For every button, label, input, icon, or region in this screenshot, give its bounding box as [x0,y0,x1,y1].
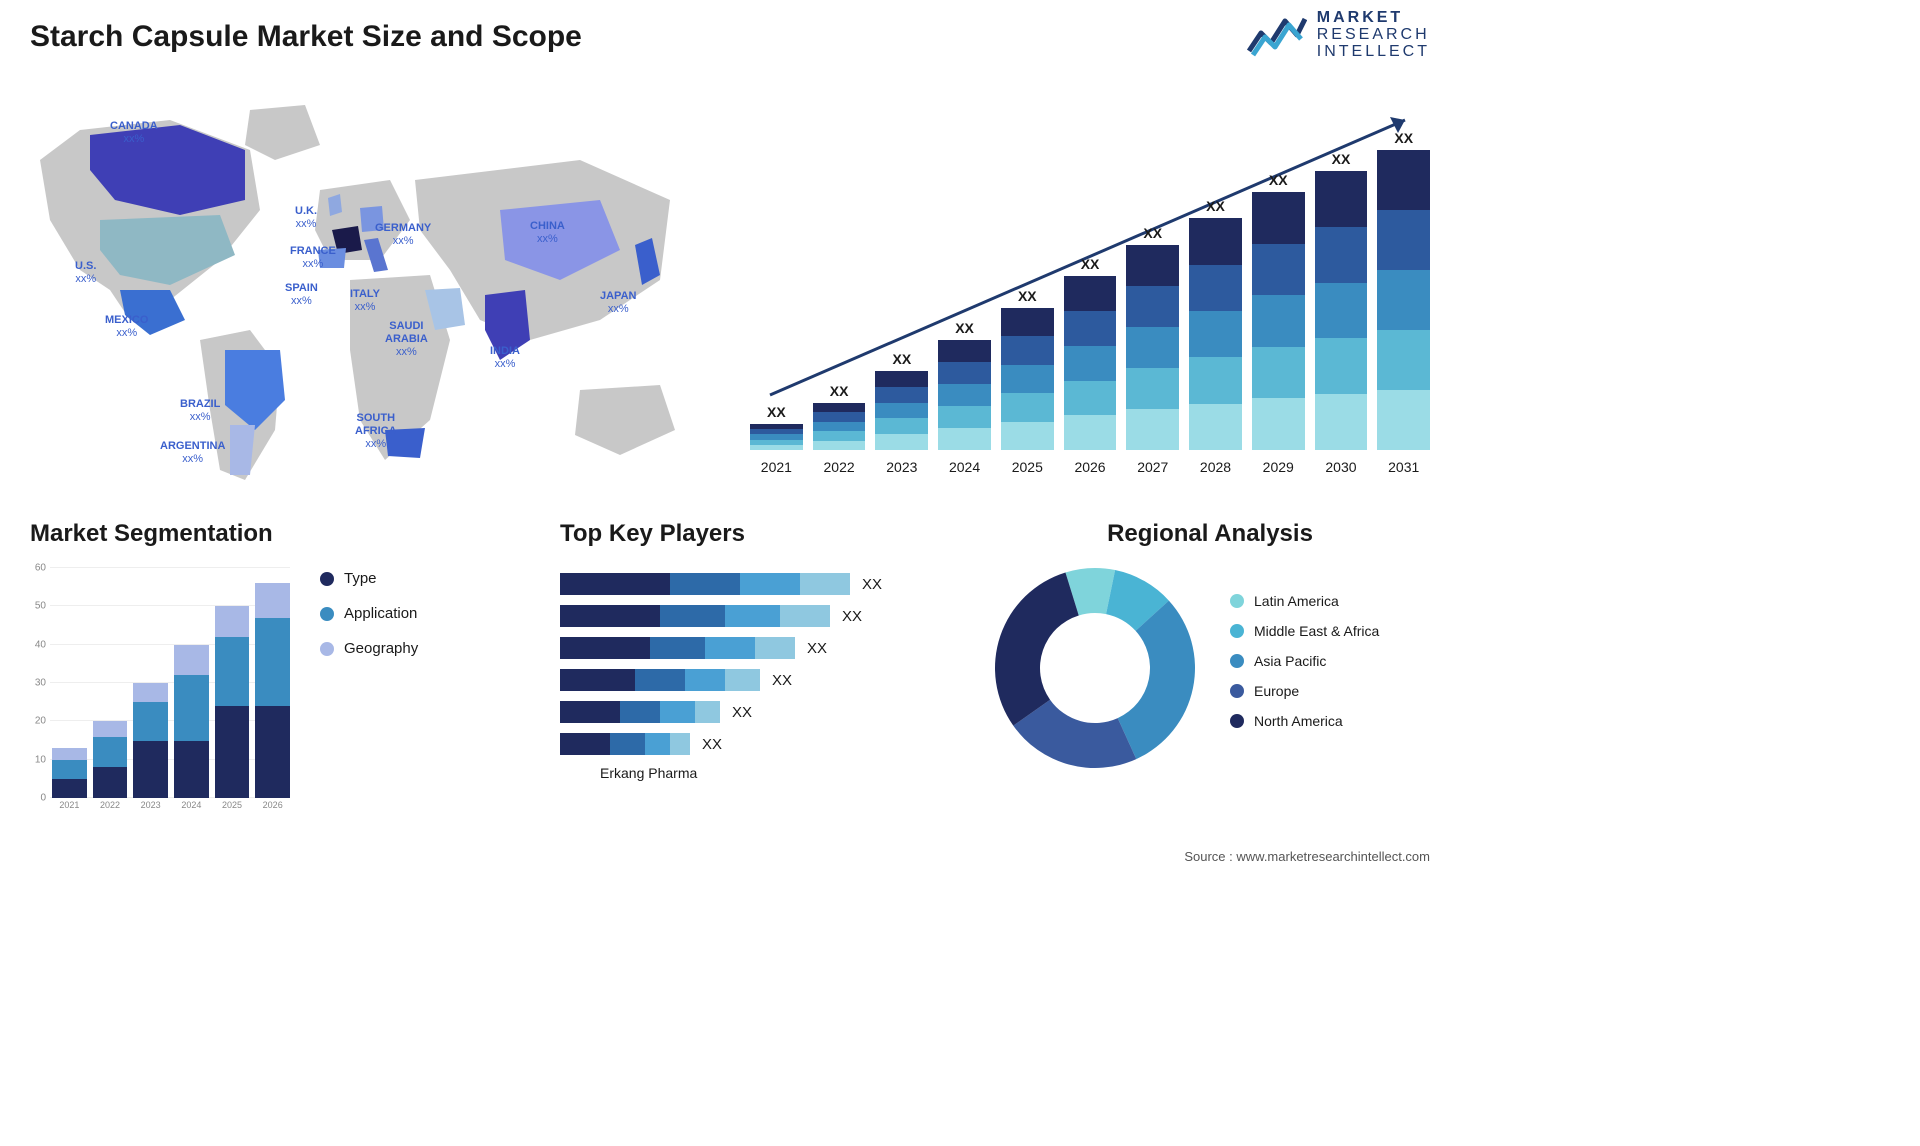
growth-bar-2030: XX [1315,151,1368,450]
segmentation-bar-2022 [93,721,128,798]
map-label-mexico: MEXICOxx% [105,314,148,340]
map-label-japan: JAPANxx% [600,290,636,316]
growth-bar-value-label: XX [1394,130,1413,146]
map-label-canada: CANADAxx% [110,120,158,146]
map-label-u-k-: U.K.xx% [295,205,317,231]
map-label-south-africa: SOUTHAFRICAxx% [355,412,397,452]
growth-xaxis-label: 2021 [750,459,803,475]
key-player-bar-3: XX [560,669,980,691]
key-player-bar-5: XX [560,733,980,755]
map-label-argentina: ARGENTINAxx% [160,440,225,466]
world-map: CANADAxx% U.S.xx% MEXICOxx% BRAZILxx% ARGENT… [20,90,720,490]
map-country-u-k- [328,194,342,216]
growth-xaxis-label: 2030 [1315,459,1368,475]
regional-legend-item: Middle East & Africa [1230,623,1379,639]
key-player-value-label: XX [702,736,722,753]
segmentation-section: Market Segmentation 0102030405060 202120… [30,520,510,818]
growth-chart: XX XX XX XX XX XX XX XX XX XX XX 2021 2022 2023 2024 2… [750,95,1430,475]
key-players-section: Top Key Players XXXXXXXXXXXX Erkang Phar… [560,520,980,781]
segmentation-chart: 0102030405060 202120222023202420252026 [30,568,290,818]
key-player-bar-1: XX [560,605,980,627]
growth-bar-2027: XX [1126,225,1179,450]
growth-bar-value-label: XX [1332,151,1351,167]
growth-bar-value-label: XX [767,404,786,420]
growth-bar-2022: XX [813,383,866,450]
regional-legend-item: Latin America [1230,593,1379,609]
map-label-china: CHINAxx% [530,220,565,246]
growth-bar-2024: XX [938,320,991,450]
growth-xaxis-label: 2022 [813,459,866,475]
map-label-india: INDIAxx% [490,345,520,371]
donut-slice-north-america [995,572,1079,725]
growth-bar-value-label: XX [955,320,974,336]
growth-xaxis-label: 2023 [875,459,928,475]
growth-bar-value-label: XX [1143,225,1162,241]
key-player-value-label: XX [842,608,862,625]
map-label-germany: GERMANYxx% [375,222,431,248]
brand-logo: MARKET RESEARCH INTELLECT [1247,10,1430,60]
growth-bar-2028: XX [1189,198,1242,450]
logo-icon [1247,11,1307,59]
regional-title: Regional Analysis [990,520,1430,548]
segmentation-bar-2025 [215,606,250,798]
growth-bar-value-label: XX [1206,198,1225,214]
growth-xaxis-label: 2026 [1064,459,1117,475]
map-country-u-s- [100,215,235,285]
growth-bar-value-label: XX [1018,288,1037,304]
key-player-value-label: XX [772,672,792,689]
regional-legend-item: Asia Pacific [1230,653,1379,669]
growth-xaxis-label: 2024 [938,459,991,475]
growth-bar-2023: XX [875,351,928,450]
key-players-title: Top Key Players [560,520,980,548]
segmentation-title: Market Segmentation [30,520,510,548]
key-players-footer-label: Erkang Pharma [600,765,980,781]
key-player-value-label: XX [862,576,882,593]
segmentation-bar-2026 [255,583,290,798]
map-label-u-s-: U.S.xx% [75,260,96,286]
segmentation-bar-2023 [133,683,168,798]
growth-xaxis-label: 2028 [1189,459,1242,475]
segmentation-bar-2021 [52,748,87,798]
growth-xaxis-label: 2029 [1252,459,1305,475]
key-player-value-label: XX [732,704,752,721]
key-player-value-label: XX [807,640,827,657]
key-player-bar-4: XX [560,701,980,723]
regional-legend-item: Europe [1230,683,1379,699]
map-label-saudi-arabia: SAUDIARABIAxx% [385,320,428,360]
growth-bar-value-label: XX [830,383,849,399]
growth-bar-2031: XX [1377,130,1430,450]
segmentation-legend-item: Type [320,570,418,587]
page-title: Starch Capsule Market Size and Scope [30,20,582,54]
segmentation-legend-item: Geography [320,640,418,657]
growth-bar-2021: XX [750,404,803,450]
regional-donut-chart [990,563,1200,773]
map-label-italy: ITALYxx% [350,288,380,314]
key-player-bar-2: XX [560,637,980,659]
growth-bar-value-label: XX [1081,256,1100,272]
regional-legend: Latin America Middle East & Africa Asia Pa… [1230,593,1379,743]
logo-text: MARKET RESEARCH INTELLECT [1317,10,1430,60]
regional-legend-item: North America [1230,713,1379,729]
growth-bar-2029: XX [1252,172,1305,450]
segmentation-legend-item: Application [320,605,418,622]
growth-xaxis-label: 2027 [1126,459,1179,475]
map-label-france: FRANCExx% [290,245,336,271]
map-label-spain: SPAINxx% [285,282,318,308]
source-attribution: Source : www.marketresearchintellect.com [1184,849,1430,864]
growth-bar-value-label: XX [892,351,911,367]
map-label-brazil: BRAZILxx% [180,398,220,424]
growth-bar-2026: XX [1064,256,1117,450]
regional-section: Regional Analysis Latin America Middle Ea… [990,520,1430,773]
growth-bar-value-label: XX [1269,172,1288,188]
growth-bar-2025: XX [1001,288,1054,450]
segmentation-legend: Type Application Geography [320,570,418,675]
key-player-bar-0: XX [560,573,980,595]
growth-xaxis-label: 2025 [1001,459,1054,475]
growth-xaxis-label: 2031 [1377,459,1430,475]
key-players-chart: XXXXXXXXXXXX [560,573,980,755]
segmentation-bar-2024 [174,645,209,798]
